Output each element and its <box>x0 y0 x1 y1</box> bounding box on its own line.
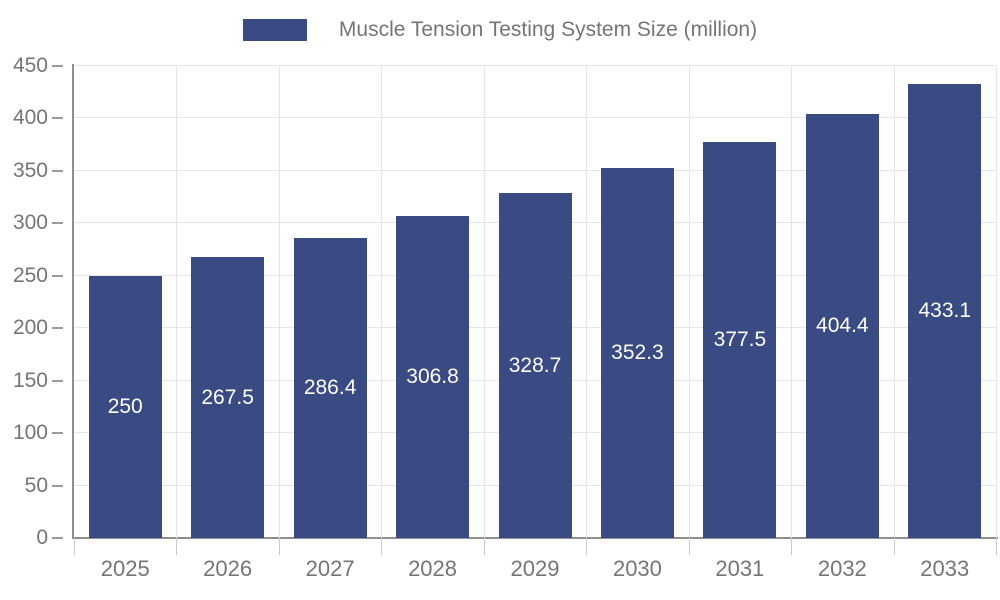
gridline-horizontal <box>74 65 996 66</box>
bar[interactable]: 404.4 <box>805 113 879 538</box>
gridline-vertical <box>688 66 690 538</box>
bar-value-label: 404.4 <box>816 313 869 337</box>
plot-area: 250 267.5 286.4 306.8 328.7 352.3 377.5 404.4 43… <box>74 65 997 538</box>
x-tick-label: 2030 <box>612 556 662 581</box>
bar-value-label: 352.3 <box>611 341 664 365</box>
y-tick-label: 200 <box>12 316 48 340</box>
x-axis-tick <box>688 538 690 555</box>
x-tick-label: 2031 <box>715 556 765 581</box>
bar[interactable]: 352.3 <box>600 168 674 538</box>
bar-value-label: 286.4 <box>303 375 357 399</box>
x-axis-tick <box>278 538 280 555</box>
legend-swatch <box>242 19 307 41</box>
bar-value-label: 328.7 <box>508 353 562 377</box>
bar[interactable]: 267.5 <box>191 257 265 538</box>
x-tick-label: 2027 <box>305 556 355 581</box>
x-tick-label: 2025 <box>100 556 150 581</box>
bar[interactable]: 328.7 <box>498 193 572 538</box>
gridline-vertical <box>176 66 178 538</box>
bar-value-label: 267.5 <box>201 385 254 409</box>
y-axis-tick <box>52 379 63 382</box>
y-axis-tick <box>52 65 63 67</box>
bar[interactable]: 250 <box>88 275 162 538</box>
x-tick-label: 2029 <box>510 556 560 581</box>
x-axis-line <box>72 537 998 539</box>
y-tick-label: 300 <box>12 211 48 235</box>
x-axis-tick <box>483 538 485 555</box>
x-axis-tick <box>381 538 383 555</box>
x-axis-tick <box>74 538 75 555</box>
y-tick-label: 400 <box>12 106 48 130</box>
y-axis-tick <box>52 484 63 487</box>
gridline-vertical <box>586 66 588 538</box>
y-tick-label: 450 <box>12 54 48 77</box>
x-tick-label: 2032 <box>817 556 867 581</box>
x-axis-tick <box>996 538 997 555</box>
y-axis-tick <box>52 222 63 225</box>
y-axis-tick <box>52 274 63 277</box>
bar[interactable]: 377.5 <box>703 142 777 538</box>
y-tick-label: 150 <box>12 368 48 392</box>
bar-value-label: 306.8 <box>406 365 459 389</box>
x-tick-label: 2033 <box>920 556 970 581</box>
bar-value-label: 250 <box>107 394 143 418</box>
gridline-vertical <box>278 66 280 538</box>
x-axis-tick <box>893 538 895 555</box>
y-tick-label: 50 <box>24 473 48 497</box>
gridline-horizontal <box>74 117 996 119</box>
gridline-vertical <box>893 66 895 538</box>
x-tick-label: 2028 <box>408 556 458 581</box>
y-axis-tick <box>52 169 63 172</box>
gridline-vertical <box>996 66 997 538</box>
bar[interactable]: 433.1 <box>908 83 982 538</box>
y-tick-label: 250 <box>12 263 48 287</box>
y-axis-tick <box>52 432 63 435</box>
x-tick-label: 2026 <box>203 556 253 581</box>
gridline-vertical <box>791 66 793 538</box>
legend-label: Muscle Tension Testing System Size (mill… <box>338 18 758 41</box>
y-tick-label: 350 <box>12 158 48 182</box>
x-axis-tick <box>176 538 178 555</box>
gridline-vertical <box>381 66 383 538</box>
y-axis-tick <box>52 117 63 120</box>
bar[interactable]: 286.4 <box>293 237 367 538</box>
y-tick-label: 100 <box>12 421 48 445</box>
y-axis-tick <box>52 537 63 539</box>
bar-value-label: 433.1 <box>918 298 972 322</box>
y-tick-label: 0 <box>36 526 48 549</box>
gridline-horizontal <box>74 169 996 171</box>
x-axis-tick <box>791 538 793 555</box>
y-axis-tick <box>52 327 63 330</box>
x-axis-tick <box>586 538 588 555</box>
legend[interactable]: Muscle Tension Testing System Size (mill… <box>0 17 1000 43</box>
bar[interactable]: 306.8 <box>396 216 470 538</box>
gridline-vertical <box>483 66 485 538</box>
bar-value-label: 377.5 <box>713 328 767 352</box>
y-axis-line <box>72 64 74 538</box>
